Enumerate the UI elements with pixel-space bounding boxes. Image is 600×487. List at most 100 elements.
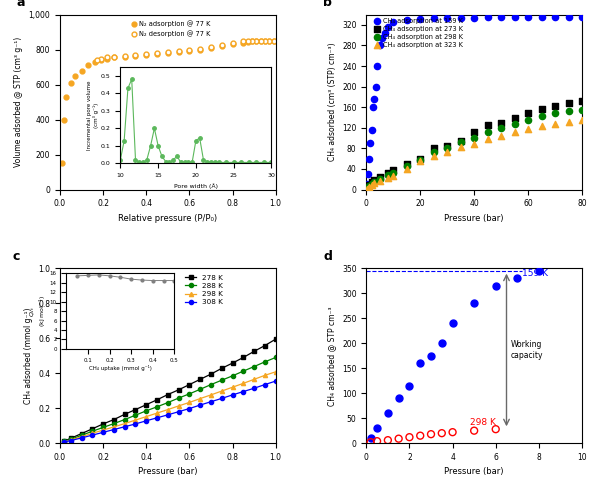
Text: 159 K: 159 K bbox=[521, 269, 548, 278]
X-axis label: Pressure (bar): Pressure (bar) bbox=[445, 468, 504, 476]
N₂ adsorption @ 77 K bbox=[110, 55, 118, 60]
CH₄ adsorption at 159 K bbox=[377, 34, 387, 42]
298 K bbox=[251, 376, 258, 382]
298 K bbox=[186, 399, 193, 405]
CH₄ adsorption at 273 K bbox=[364, 182, 374, 189]
CH₄ adsorption at 323 K bbox=[415, 157, 425, 165]
CH₄ adsorption at 298 K bbox=[537, 112, 547, 120]
308 K bbox=[251, 385, 258, 391]
288 K bbox=[240, 368, 247, 374]
Line: N₂ desorption @ 77 K: N₂ desorption @ 77 K bbox=[94, 39, 276, 62]
288 K bbox=[89, 429, 96, 434]
N₂ adsorption @ 77 K bbox=[143, 52, 150, 58]
308 K bbox=[89, 432, 96, 438]
N₂ adsorption @ 77 K bbox=[240, 39, 247, 45]
CH₄ adsorption at 323 K bbox=[375, 177, 385, 185]
Point bbox=[426, 352, 436, 359]
CH₄ adsorption at 159 K bbox=[564, 13, 574, 21]
CH₄ adsorption at 298 K bbox=[429, 149, 439, 156]
N₂ adsorption @ 77 K bbox=[63, 94, 70, 100]
N₂ desorption @ 77 K bbox=[257, 38, 264, 44]
CH₄ adsorption at 273 K bbox=[375, 173, 385, 181]
CH₄ adsorption at 273 K bbox=[469, 128, 479, 136]
N₂ desorption @ 77 K bbox=[197, 46, 204, 52]
N₂ desorption @ 77 K bbox=[110, 54, 118, 59]
CH₄ adsorption at 273 K bbox=[370, 176, 379, 184]
CH₄ adsorption at 323 K bbox=[388, 172, 398, 180]
278 K bbox=[240, 355, 247, 360]
278 K bbox=[262, 343, 269, 349]
N₂ adsorption @ 77 K bbox=[104, 56, 111, 62]
N₂ adsorption @ 77 K bbox=[164, 50, 172, 56]
CH₄ adsorption at 273 K bbox=[362, 185, 371, 192]
278 K bbox=[208, 371, 215, 377]
CH₄ adsorption at 323 K bbox=[577, 116, 587, 124]
298 K bbox=[272, 369, 280, 375]
CH₄ adsorption at 323 K bbox=[442, 149, 452, 156]
X-axis label: Pressure (bar): Pressure (bar) bbox=[138, 468, 197, 476]
N₂ desorption @ 77 K bbox=[143, 51, 150, 57]
Point bbox=[383, 409, 392, 417]
CH₄ adsorption at 159 K bbox=[372, 62, 382, 70]
298 K bbox=[61, 439, 68, 445]
CH₄ adsorption at 159 K bbox=[365, 139, 375, 147]
CH₄ adsorption at 298 K bbox=[370, 178, 379, 186]
298 K bbox=[229, 384, 236, 390]
N₂ adsorption @ 77 K bbox=[91, 59, 98, 65]
X-axis label: Pressure (bar): Pressure (bar) bbox=[445, 214, 504, 223]
CH₄ adsorption at 159 K bbox=[523, 13, 533, 21]
CH₄ adsorption at 273 K bbox=[442, 142, 452, 150]
N₂ adsorption @ 77 K bbox=[85, 62, 92, 68]
CH₄ adsorption at 298 K bbox=[363, 184, 373, 192]
278 K bbox=[132, 407, 139, 412]
N₂ desorption @ 77 K bbox=[244, 38, 251, 44]
CH₄ adsorption at 273 K bbox=[577, 96, 587, 104]
298 K bbox=[100, 427, 107, 433]
Line: 298 K: 298 K bbox=[62, 370, 278, 444]
CH₄ adsorption at 323 K bbox=[363, 185, 373, 192]
CH₄ adsorption at 298 K bbox=[577, 106, 587, 113]
CH₄ adsorption at 273 K bbox=[537, 105, 547, 112]
Point bbox=[491, 425, 500, 433]
CH₄ adsorption at 323 K bbox=[402, 165, 412, 173]
CH₄ adsorption at 159 K bbox=[510, 13, 520, 21]
298 K bbox=[67, 437, 74, 443]
288 K bbox=[164, 400, 172, 406]
CH₄ adsorption at 323 K bbox=[537, 122, 547, 130]
CH₄ adsorption at 298 K bbox=[362, 185, 371, 193]
CH₄ adsorption at 159 K bbox=[363, 170, 373, 178]
308 K bbox=[186, 406, 193, 412]
308 K bbox=[78, 435, 85, 441]
288 K bbox=[61, 438, 68, 444]
CH₄ adsorption at 159 K bbox=[388, 19, 398, 26]
278 K bbox=[143, 402, 150, 408]
278 K bbox=[186, 382, 193, 388]
278 K bbox=[197, 376, 204, 382]
CH₄ adsorption at 298 K bbox=[456, 138, 466, 146]
N₂ adsorption @ 77 K bbox=[71, 73, 79, 79]
CH₄ adsorption at 159 K bbox=[402, 16, 412, 24]
288 K bbox=[229, 373, 236, 379]
288 K bbox=[132, 412, 139, 418]
Point bbox=[366, 434, 376, 442]
Point bbox=[404, 382, 414, 390]
Legend: N₂ adsorption @ 77 K, N₂ desorption @ 77 K: N₂ adsorption @ 77 K, N₂ desorption @ 77… bbox=[128, 18, 214, 40]
Text: c: c bbox=[13, 249, 20, 262]
N₂ desorption @ 77 K bbox=[132, 52, 139, 58]
N₂ adsorption @ 77 K bbox=[208, 45, 215, 51]
Point bbox=[415, 432, 425, 440]
Y-axis label: CH₄ adsorbed (cm³ (STP) cm⁻³): CH₄ adsorbed (cm³ (STP) cm⁻³) bbox=[328, 43, 337, 161]
N₂ desorption @ 77 K bbox=[266, 38, 273, 44]
N₂ desorption @ 77 K bbox=[97, 56, 104, 62]
N₂ adsorption @ 77 K bbox=[257, 38, 264, 44]
Point bbox=[437, 429, 446, 437]
CH₄ adsorption at 159 K bbox=[456, 14, 466, 21]
CH₄ adsorption at 323 K bbox=[510, 128, 520, 136]
308 K bbox=[110, 427, 118, 432]
N₂ adsorption @ 77 K bbox=[253, 38, 260, 44]
N₂ adsorption @ 77 K bbox=[121, 54, 128, 59]
N₂ desorption @ 77 K bbox=[104, 55, 111, 60]
278 K bbox=[100, 421, 107, 427]
278 K bbox=[218, 365, 226, 371]
298 K bbox=[218, 388, 226, 394]
